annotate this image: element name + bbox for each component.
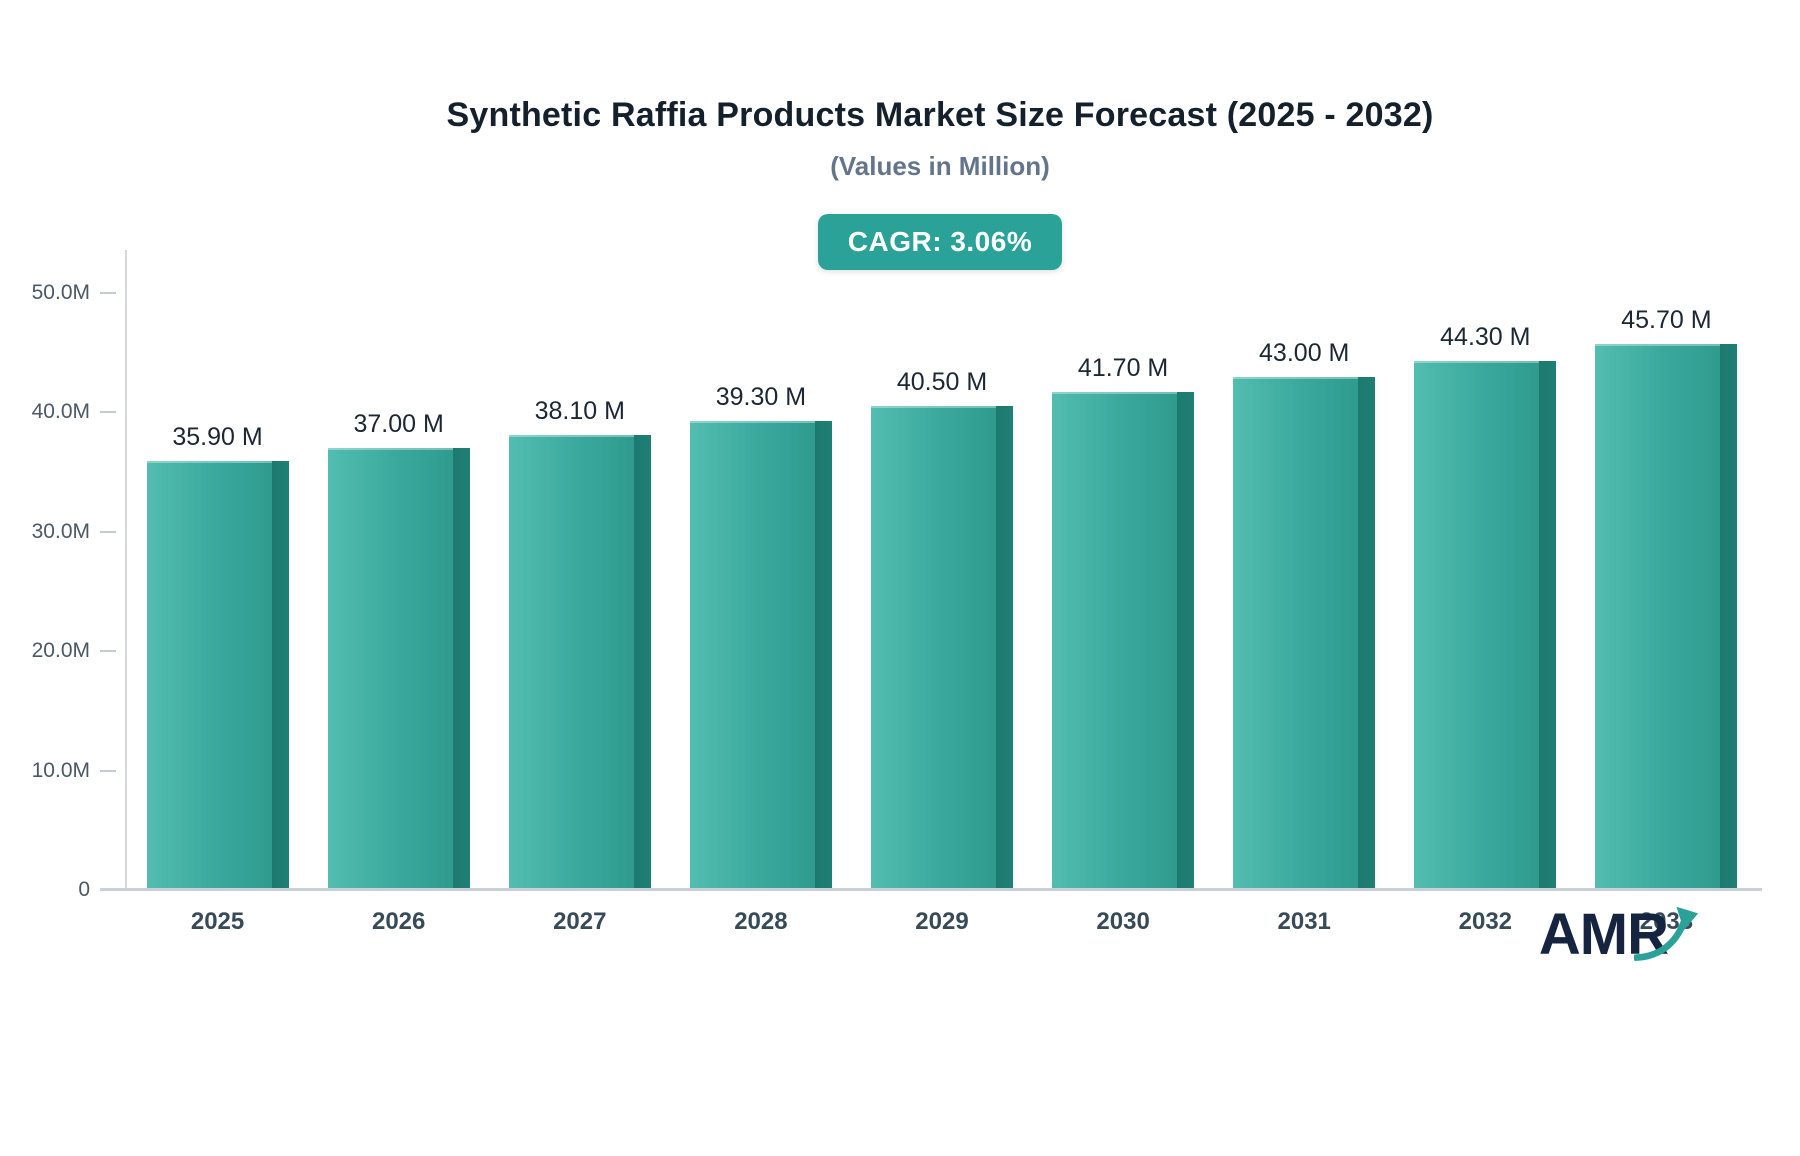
bar-value-label: 44.30 M — [1440, 323, 1531, 351]
cagr-badge: CAGR: 3.06% — [817, 214, 1063, 270]
bar-side — [1358, 377, 1376, 890]
bar-face — [1052, 392, 1178, 890]
bar-face — [1414, 361, 1540, 890]
bar-value-label: 45.70 M — [1621, 306, 1712, 334]
x-axis-label: 2029 — [915, 908, 969, 935]
chart-header: Synthetic Raffia Products Market Size Fo… — [125, 96, 1755, 270]
y-tick-label: 20.0M — [31, 639, 90, 663]
y-tick-label: 0 — [78, 878, 90, 901]
y-tick-dash — [100, 769, 116, 772]
x-axis-labels: 2025 2026 2027 2028 2029 2030 2031 2032 2033 — [127, 908, 1757, 936]
bar-value-label: 35.90 M — [172, 423, 263, 451]
bar-face — [1233, 377, 1359, 890]
bar-face — [327, 448, 453, 890]
bar-group: 37.00 M — [308, 293, 489, 890]
plot-area: 35.90 M 37.00 M 38.10 M 39.30 M 40.50 M 41.70… — [127, 293, 1757, 890]
x-axis-label: 2026 — [371, 908, 426, 935]
bar-face — [689, 421, 815, 890]
y-tick-dash — [100, 411, 116, 414]
bar-value-label: 41.70 M — [1077, 354, 1169, 382]
bar-value-label: 39.30 M — [715, 383, 807, 411]
bar — [689, 421, 832, 890]
bar-side — [1177, 392, 1195, 890]
bar — [508, 435, 651, 890]
bar-side — [1539, 361, 1557, 890]
x-axis-label: 2032 — [1458, 908, 1513, 935]
y-axis-line — [125, 250, 127, 890]
bar-side — [1720, 344, 1738, 890]
y-axis: 0 10.0M 20.0M 30.0M 40.0M 50.0M — [0, 281, 120, 901]
chart-title: Synthetic Raffia Products Market Size Fo… — [446, 96, 1434, 134]
bar — [1052, 392, 1195, 890]
y-tick-label: 40.0M — [31, 400, 90, 424]
x-axis-label: 2025 — [190, 908, 245, 935]
bar-face — [870, 406, 996, 890]
bar-value-label: 37.00 M — [353, 410, 444, 438]
bar-group: 41.70 M — [1033, 293, 1214, 890]
x-axis-label: 2027 — [553, 908, 607, 935]
bar-value-label: 38.10 M — [534, 397, 625, 425]
bar-value-label: 40.50 M — [896, 368, 988, 396]
y-tick-label: 50.0M — [31, 281, 90, 304]
bar — [327, 448, 470, 890]
x-axis-line — [100, 888, 1762, 891]
bar-group: 43.00 M — [1214, 293, 1395, 890]
bar-group: 39.30 M — [670, 293, 851, 890]
y-tick-dash — [100, 292, 116, 294]
y-tick-dash — [100, 650, 116, 653]
bar — [1595, 344, 1738, 890]
bar — [1414, 361, 1557, 890]
y-tick-dash — [100, 530, 116, 533]
amr-logo: AMR — [1539, 904, 1700, 964]
x-axis-label: 2028 — [734, 908, 788, 935]
bar-value-label: 43.00 M — [1259, 339, 1350, 367]
chart-subtitle: (Values in Million) — [830, 151, 1050, 181]
bar-side — [995, 406, 1013, 890]
bar-face — [1595, 344, 1721, 890]
y-tick-label: 10.0M — [31, 758, 90, 782]
y-tick-label: 30.0M — [31, 519, 90, 543]
bar — [146, 461, 289, 890]
bar-group: 40.50 M — [851, 293, 1032, 890]
bar-side — [633, 435, 651, 890]
bar-face — [508, 435, 634, 890]
bar-side — [814, 421, 832, 890]
bar — [1233, 377, 1376, 890]
x-axis-label: 2030 — [1096, 908, 1150, 935]
bar-side — [271, 461, 289, 890]
x-axis-label: 2031 — [1277, 908, 1331, 935]
bar-group: 35.90 M — [127, 293, 308, 890]
bar-side — [452, 448, 470, 890]
bar-group: 38.10 M — [489, 293, 670, 890]
bar-group: 44.30 M — [1395, 293, 1576, 890]
bar-group: 45.70 M — [1576, 293, 1757, 890]
bar-face — [146, 461, 272, 890]
bar — [870, 406, 1013, 890]
logo-arrow-icon — [1634, 906, 1699, 961]
